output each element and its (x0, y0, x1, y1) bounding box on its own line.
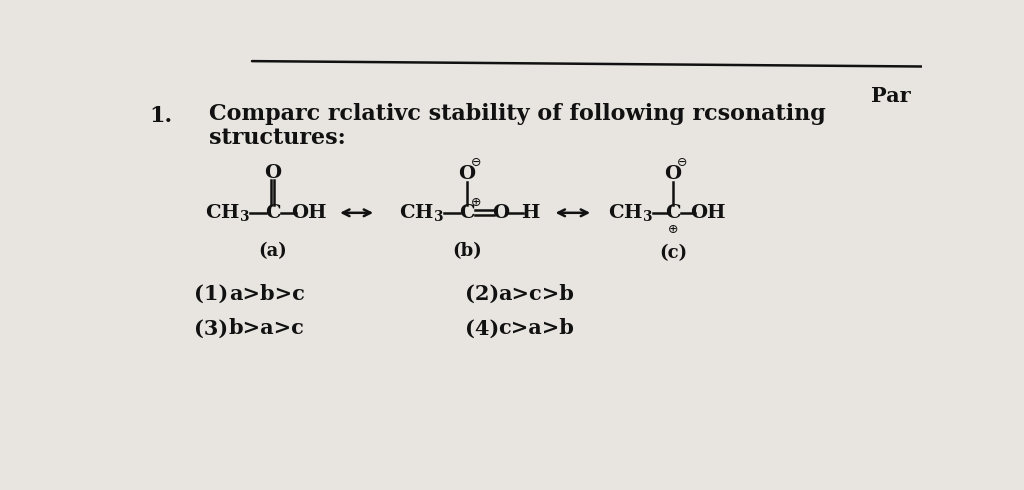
Text: $\oplus$: $\oplus$ (470, 196, 481, 209)
Text: c>a>b: c>a>b (499, 318, 574, 338)
Text: O: O (493, 204, 509, 222)
Text: H: H (521, 204, 540, 222)
Text: $\oplus$: $\oplus$ (668, 223, 679, 236)
Text: a>b>c: a>b>c (228, 284, 304, 304)
Text: (2): (2) (465, 284, 500, 304)
Text: (1): (1) (194, 284, 228, 304)
Text: O: O (264, 164, 282, 182)
Text: b>a>c: b>a>c (228, 318, 304, 338)
Text: C: C (459, 204, 474, 222)
Text: 1.: 1. (150, 105, 173, 127)
Text: C: C (665, 204, 681, 222)
Text: $\mathregular{CH_3}$: $\mathregular{CH_3}$ (608, 202, 652, 223)
Text: C: C (265, 204, 281, 222)
Text: (b): (b) (452, 242, 481, 260)
Text: O: O (665, 165, 681, 183)
Text: $\mathregular{CH_3}$: $\mathregular{CH_3}$ (205, 202, 250, 223)
Text: $\ominus$: $\ominus$ (470, 156, 481, 169)
Text: OH: OH (291, 204, 327, 222)
Text: a>c>b: a>c>b (499, 284, 574, 304)
Text: (4): (4) (465, 318, 500, 338)
Text: O: O (458, 165, 475, 183)
Text: Comparc rclativc stability of following rcsonating: Comparc rclativc stability of following … (209, 103, 826, 125)
Text: OH: OH (690, 204, 725, 222)
Text: (c): (c) (658, 244, 687, 262)
Text: (3): (3) (194, 318, 228, 338)
Text: structures:: structures: (209, 126, 346, 148)
Text: (a): (a) (258, 242, 288, 260)
Text: $\ominus$: $\ominus$ (676, 156, 687, 169)
Text: $\mathregular{CH_3}$: $\mathregular{CH_3}$ (398, 202, 443, 223)
Text: Par: Par (871, 86, 910, 106)
